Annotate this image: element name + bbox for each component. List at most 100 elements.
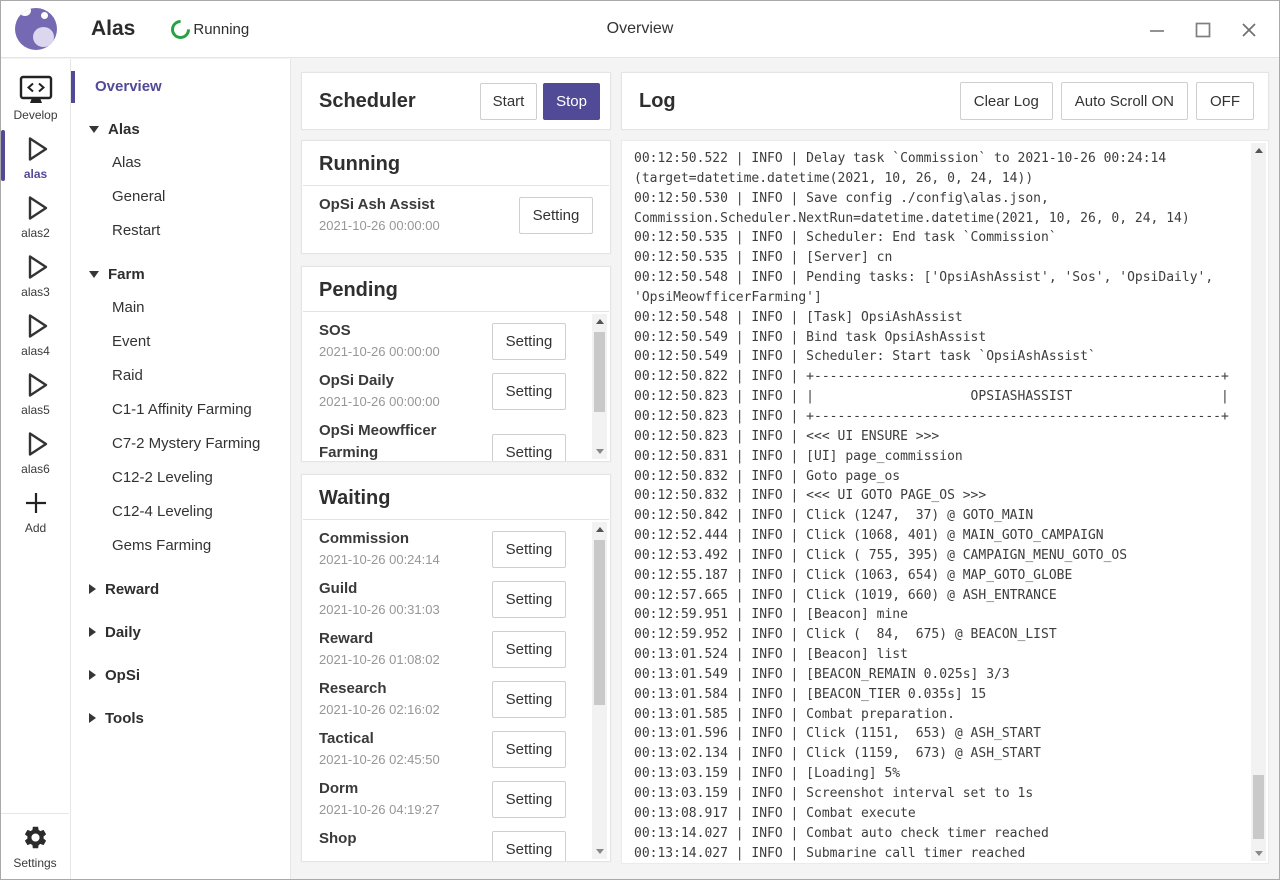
log-line: 00:12:50.549 | INFO | Scheduler: Start t… — [634, 347, 1256, 367]
rail-item-label: alas2 — [21, 226, 50, 240]
autoscroll-on-button[interactable]: Auto Scroll ON — [1061, 82, 1188, 120]
maximize-icon — [1194, 21, 1212, 39]
setting-button[interactable]: Setting — [492, 781, 566, 818]
log-line: Commission.Scheduler.NextRun=datetime.da… — [634, 209, 1256, 229]
rail-item-develop[interactable]: Develop — [1, 67, 70, 126]
setting-button[interactable]: Setting — [492, 581, 566, 618]
setting-button[interactable]: Setting — [492, 731, 566, 768]
scrollbar-thumb[interactable] — [594, 540, 605, 705]
scroll-up-arrow-icon[interactable] — [592, 314, 607, 329]
log-line: 00:13:03.159 | INFO | [Loading] 5% — [634, 764, 1256, 784]
left-rail-items: Developalas alas2 alas3 alas4 alas5 alas6Add — [1, 59, 70, 539]
log-line: 00:12:53.492 | INFO | Click ( 755, 395) … — [634, 546, 1256, 566]
main-area: Scheduler Start Stop Running OpSi Ash As… — [291, 59, 1279, 879]
nav-overview-label: Overview — [95, 78, 162, 95]
waiting-scrollbar[interactable] — [592, 522, 607, 859]
autoscroll-off-button[interactable]: OFF — [1196, 82, 1254, 120]
log-line: 00:12:50.535 | INFO | [Server] cn — [634, 248, 1256, 268]
setting-button[interactable]: Setting — [492, 373, 566, 410]
nav-item-gems-farming[interactable]: Gems Farming — [71, 529, 290, 563]
nav-group-farm[interactable]: Farm — [71, 257, 290, 291]
minimize-button[interactable] — [1147, 20, 1167, 40]
rail-item-alas5[interactable]: alas5 — [1, 362, 70, 421]
settings-label: Settings — [13, 856, 56, 870]
pending-scrollbar[interactable] — [592, 314, 607, 459]
task-time: 2021-10-26 02:45:50 — [319, 750, 492, 770]
waiting-task-list[interactable]: Commission2021-10-26 00:24:14SettingGuil… — [302, 520, 610, 861]
log-scrollbar[interactable] — [1251, 143, 1266, 861]
nav-item-general[interactable]: General — [71, 180, 290, 214]
rail-item-add[interactable]: Add — [1, 480, 70, 539]
nav-item-c12-2-leveling[interactable]: C12-2 Leveling — [71, 461, 290, 495]
nav-group-label: OpSi — [105, 667, 140, 684]
log-line: 00:13:01.596 | INFO | Click (1151, 653) … — [634, 724, 1256, 744]
scheduler-status-text: Running — [193, 21, 249, 38]
scrollbar-thumb[interactable] — [594, 332, 605, 412]
nav-item-c7-2-mystery-farming[interactable]: C7-2 Mystery Farming — [71, 427, 290, 461]
rail-item-alas4[interactable]: alas4 — [1, 303, 70, 362]
nav-item-raid[interactable]: Raid — [71, 359, 290, 393]
task-row: SOS2021-10-26 00:00:00Setting — [319, 320, 566, 362]
setting-button[interactable]: Setting — [492, 681, 566, 718]
task-time: 2021-10-26 04:19:27 — [319, 800, 492, 820]
setting-button[interactable]: Setting — [492, 631, 566, 668]
scroll-up-arrow-icon[interactable] — [1251, 143, 1266, 158]
pending-task-list[interactable]: SOS2021-10-26 00:00:00SettingOpSi Daily2… — [302, 312, 610, 461]
plus-icon — [19, 485, 53, 521]
log-line: 00:12:50.832 | INFO | Goto page_os — [634, 467, 1256, 487]
scroll-down-arrow-icon[interactable] — [1251, 846, 1266, 861]
task-info: Guild2021-10-26 00:31:03 — [319, 578, 492, 620]
setting-button[interactable]: Setting — [492, 323, 566, 360]
task-row: Guild2021-10-26 00:31:03Setting — [319, 578, 566, 620]
nav-item-overview[interactable]: Overview — [71, 71, 290, 103]
rail-item-alas6[interactable]: alas6 — [1, 421, 70, 480]
rail-item-alas3[interactable]: alas3 — [1, 244, 70, 303]
setting-button[interactable]: Setting — [492, 831, 566, 862]
nav-group-opsi[interactable]: OpSi — [71, 658, 290, 692]
log-line: 00:12:57.665 | INFO | Click (1019, 660) … — [634, 586, 1256, 606]
window-title: Overview — [607, 20, 674, 38]
log-output[interactable]: 00:12:50.522 | INFO | Delay task `Commis… — [621, 140, 1269, 864]
nav-item-alas[interactable]: Alas — [71, 146, 290, 180]
scroll-down-arrow-icon[interactable] — [592, 844, 607, 859]
clear-log-button[interactable]: Clear Log — [960, 82, 1053, 120]
setting-button[interactable]: Setting — [492, 434, 566, 462]
nav-item-c1-1-affinity-farming[interactable]: C1-1 Affinity Farming — [71, 393, 290, 427]
task-time: 2021-10-26 00:00:00 — [319, 216, 519, 236]
scrollbar-thumb[interactable] — [1253, 775, 1264, 839]
setting-button[interactable]: Setting — [492, 531, 566, 568]
scroll-up-arrow-icon[interactable] — [592, 522, 607, 537]
maximize-button[interactable] — [1193, 20, 1213, 40]
nav-group-reward[interactable]: Reward — [71, 572, 290, 606]
nav-item-main[interactable]: Main — [71, 291, 290, 325]
rail-item-alas[interactable]: alas — [1, 126, 70, 185]
close-button[interactable] — [1239, 20, 1259, 40]
rail-item-alas2[interactable]: alas2 — [1, 185, 70, 244]
running-spinner-icon — [167, 16, 194, 43]
setting-button[interactable]: Setting — [519, 197, 593, 234]
log-line: 00:13:02.134 | INFO | Click (1159, 673) … — [634, 744, 1256, 764]
task-info: OpSi Ash Assist2021-10-26 00:00:00 — [319, 194, 519, 236]
nav-item-c12-4-leveling[interactable]: C12-4 Leveling — [71, 495, 290, 529]
stop-button[interactable]: Stop — [543, 83, 600, 120]
log-line: 00:13:01.524 | INFO | [Beacon] list — [634, 645, 1256, 665]
log-line: 00:13:03.159 | INFO | Screenshot interva… — [634, 784, 1256, 804]
task-name: OpSi Meowfficer Farming — [319, 420, 492, 461]
nav-item-event[interactable]: Event — [71, 325, 290, 359]
log-line: 00:13:01.584 | INFO | [BEACON_TIER 0.035… — [634, 685, 1256, 705]
nav-item-restart[interactable]: Restart — [71, 214, 290, 248]
play-icon — [19, 367, 53, 403]
rail-item-label: alas5 — [21, 403, 50, 417]
log-line: 00:12:59.952 | INFO | Click ( 84, 675) @… — [634, 625, 1256, 645]
scroll-down-arrow-icon[interactable] — [592, 444, 607, 459]
start-button[interactable]: Start — [480, 83, 537, 120]
nav-group-label: Alas — [108, 121, 140, 138]
rail-item-label: alas3 — [21, 285, 50, 299]
chevron-right-icon — [89, 713, 96, 723]
settings-button[interactable]: Settings — [1, 813, 69, 879]
nav-group-alas[interactable]: Alas — [71, 112, 290, 146]
task-name: OpSi Ash Assist — [319, 194, 519, 216]
task-name: Tactical — [319, 728, 492, 750]
nav-group-tools[interactable]: Tools — [71, 701, 290, 735]
nav-group-daily[interactable]: Daily — [71, 615, 290, 649]
